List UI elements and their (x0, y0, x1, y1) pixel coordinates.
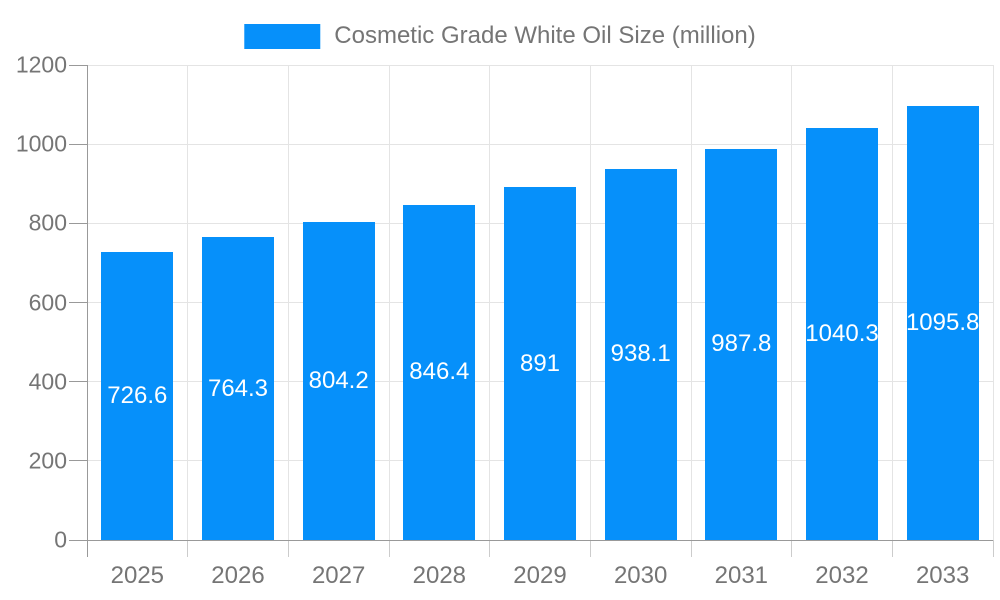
x-axis-tick (891, 540, 893, 557)
x-axis-tick (992, 540, 994, 557)
y-axis-line (86, 65, 88, 557)
y-tick-label: 600 (28, 289, 67, 315)
bar-value-label: 891 (519, 349, 561, 377)
x-axis-tick (388, 540, 390, 557)
x-axis-tick (589, 540, 591, 557)
x-axis-tick (489, 540, 491, 557)
x-tick-label-2030: 2030 (613, 562, 668, 589)
gridline-vertical (589, 65, 591, 540)
x-axis-tick (287, 540, 289, 557)
y-tick-label: 800 (28, 209, 67, 236)
y-tick-label: 400 (28, 368, 67, 395)
bar-2025[interactable] (101, 252, 174, 540)
bar-2026[interactable] (202, 237, 274, 540)
bar-value-label: 726.6 (107, 382, 168, 410)
gridline-vertical (891, 65, 893, 540)
y-axis-tick (69, 222, 87, 224)
gridline-vertical (287, 65, 289, 540)
bar-value-label: 987.8 (711, 330, 772, 358)
x-tick-label-2029: 2029 (513, 562, 567, 589)
y-axis-tick (69, 64, 87, 66)
bar-2027[interactable] (302, 221, 375, 540)
x-axis-tick (187, 540, 189, 557)
bar-2031[interactable] (705, 148, 778, 540)
y-tick-label: 200 (28, 447, 67, 474)
y-axis-tick (69, 381, 87, 383)
bar-2032[interactable] (806, 128, 878, 540)
bar-value-label: 1095.8 (905, 309, 980, 337)
y-tick-label: 1200 (15, 51, 67, 78)
x-tick-label-2031: 2031 (714, 562, 769, 589)
x-tick-label-2033: 2033 (915, 562, 970, 589)
y-tick-label: 0 (54, 526, 67, 553)
gridline-vertical (690, 65, 692, 540)
bar-value-label: 846.4 (409, 358, 470, 386)
bar-value-label: 804.2 (308, 366, 369, 394)
y-axis-tick (69, 460, 87, 462)
bar-value-label: 1040.3 (805, 320, 879, 348)
bar-2033[interactable] (906, 106, 979, 540)
bar-value-label: 938.1 (610, 340, 671, 368)
legend[interactable]: Cosmetic Grade White Oil Size (million) (244, 22, 756, 50)
gridline-vertical (791, 65, 793, 540)
y-axis-tick (69, 143, 87, 145)
x-tick-label-2025: 2025 (110, 562, 165, 589)
y-axis-tick (69, 539, 87, 541)
x-tick-label-2032: 2032 (815, 562, 869, 589)
x-axis-tick (791, 540, 793, 557)
gridline-vertical (489, 65, 491, 540)
y-tick-label: 1000 (15, 130, 67, 157)
gridline-horizontal (87, 64, 993, 66)
bar-2029[interactable] (504, 187, 576, 540)
gridline-vertical (187, 65, 189, 540)
bar-2030[interactable] (604, 168, 677, 540)
bar-2028[interactable] (403, 204, 476, 540)
y-axis-tick (69, 302, 87, 303)
x-axis-tick (690, 540, 692, 557)
legend-label: Cosmetic Grade White Oil Size (million) (334, 22, 756, 49)
legend-swatch (244, 23, 321, 49)
bar-value-label: 764.3 (207, 374, 269, 402)
gridline-vertical (388, 65, 390, 540)
x-tick-label-2027: 2027 (311, 562, 366, 589)
x-tick-label-2026: 2026 (211, 562, 265, 589)
gridline-horizontal (87, 143, 993, 145)
gridline-vertical (992, 65, 994, 540)
x-axis-line (87, 539, 993, 541)
x-tick-label-2028: 2028 (412, 562, 467, 589)
